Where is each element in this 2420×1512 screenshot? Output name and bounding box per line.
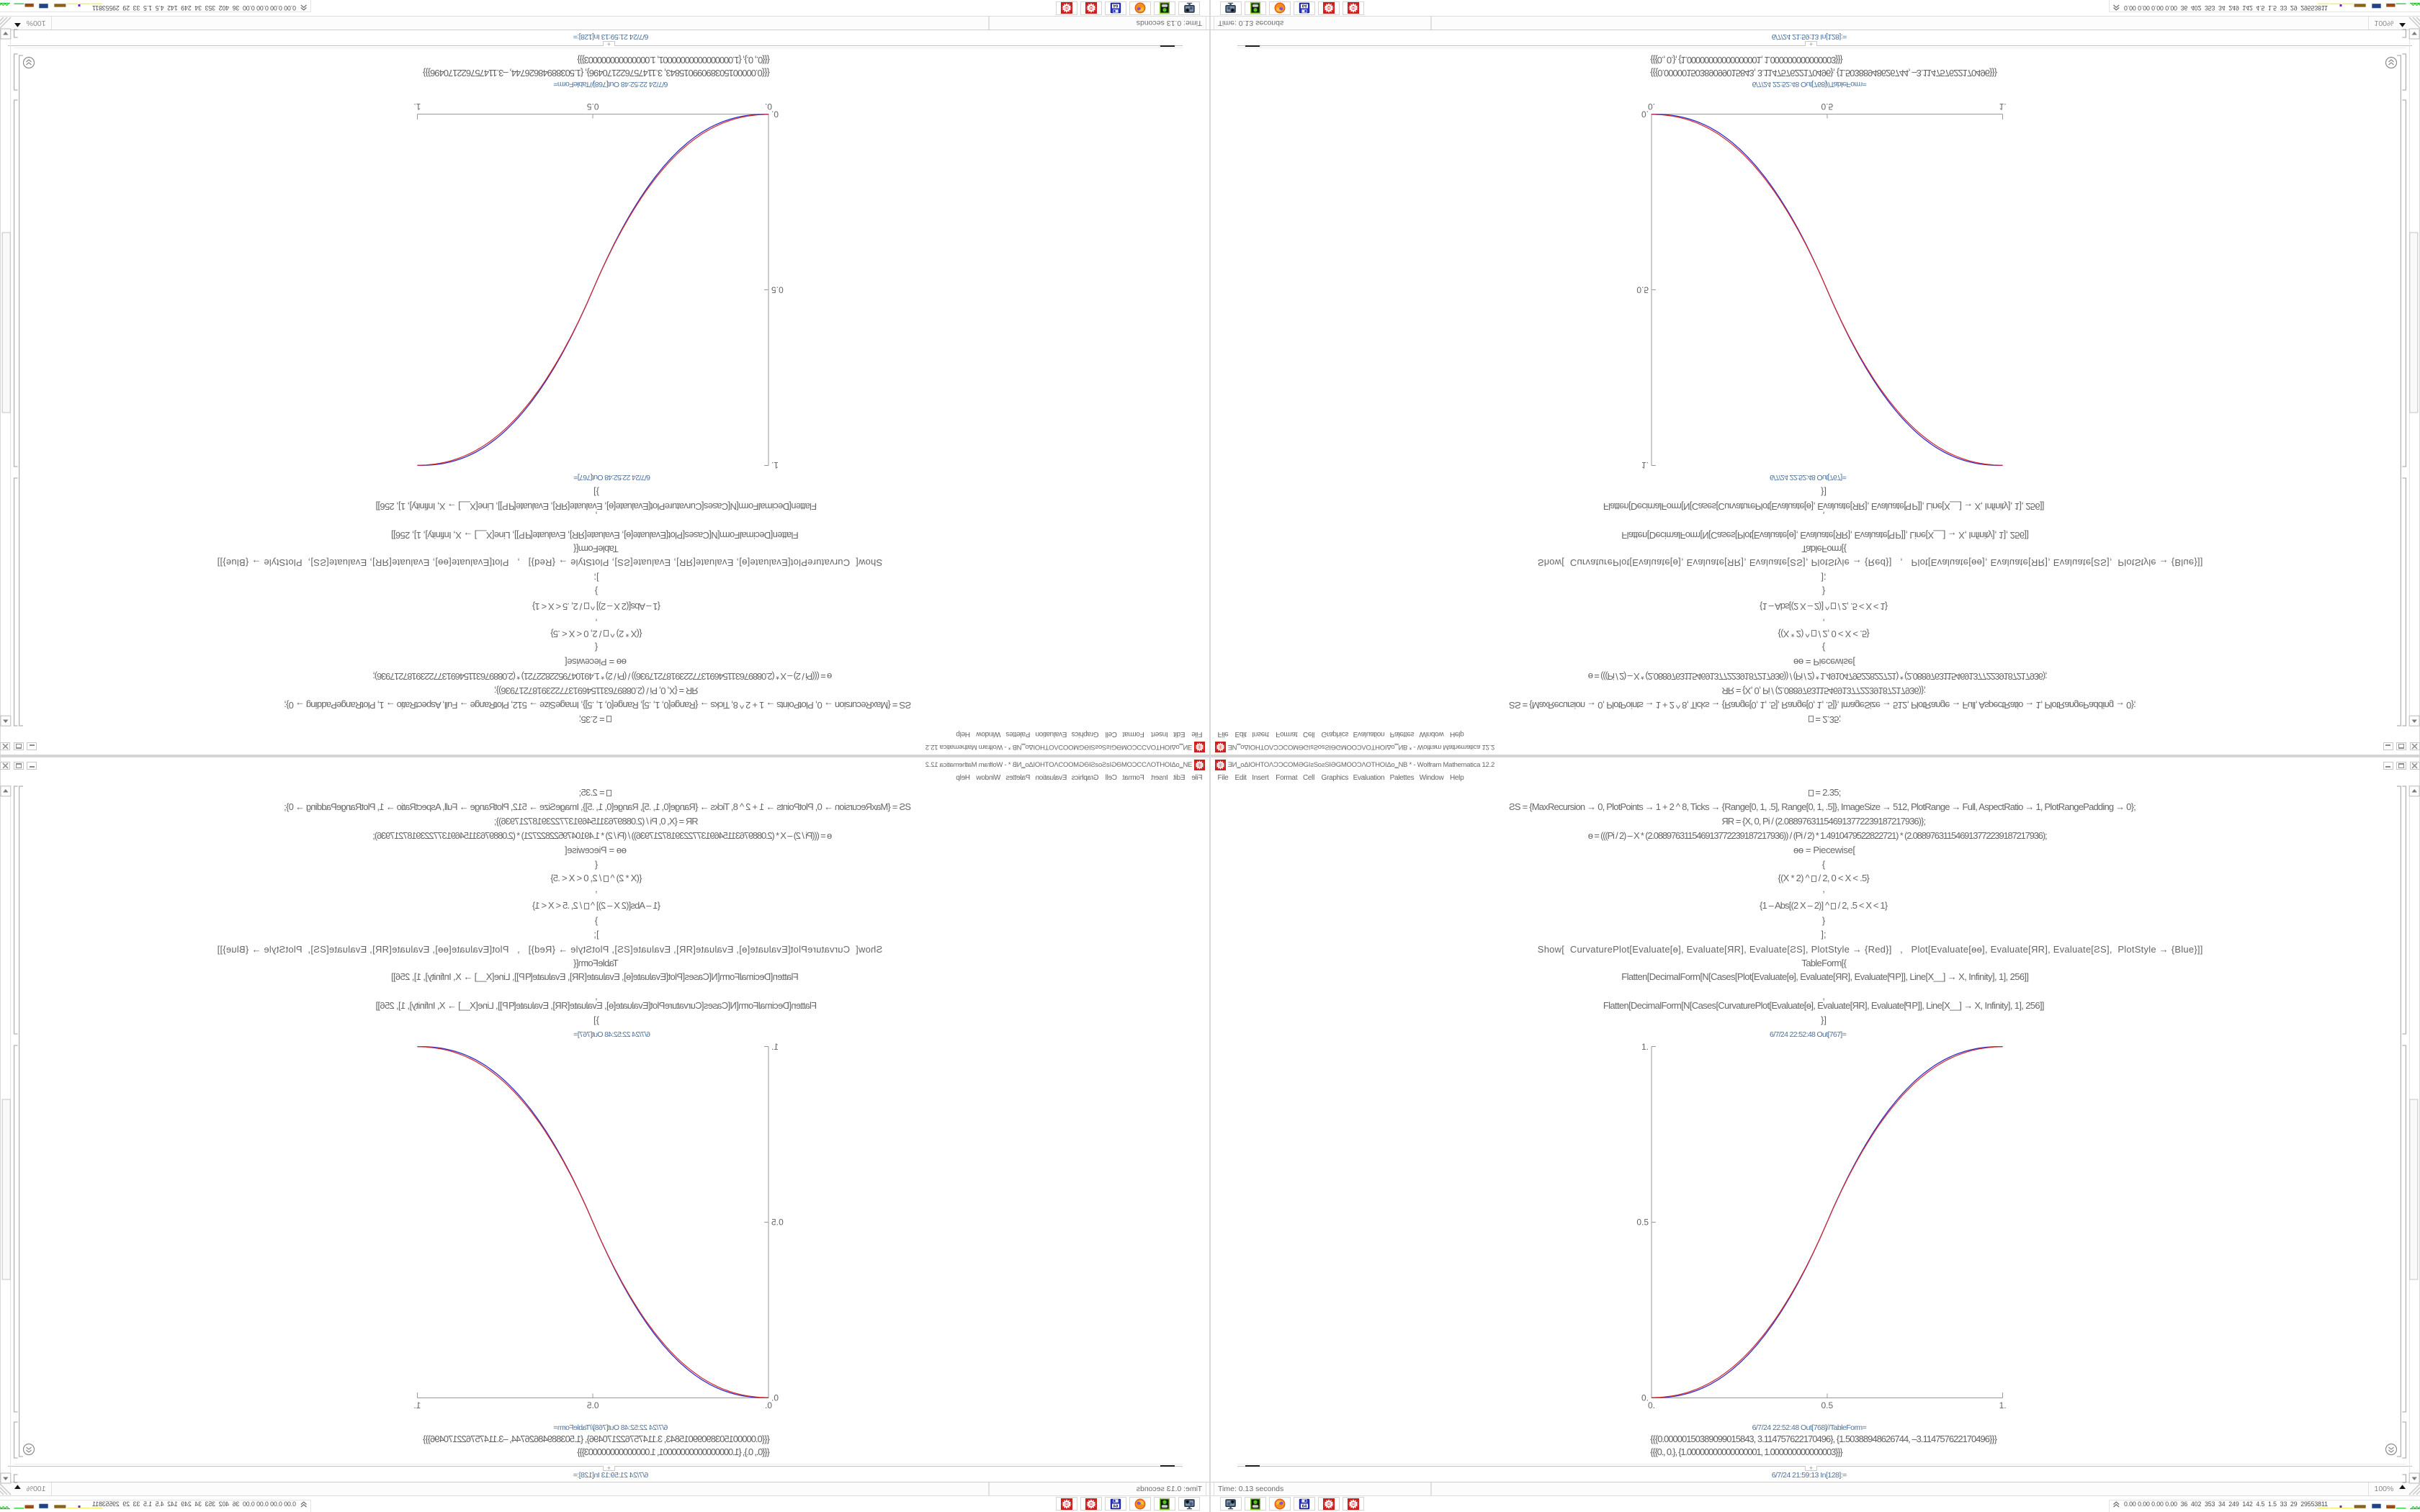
svg-text:64: 64 [1113,1504,1118,1508]
svg-text:1.: 1. [1999,102,2007,112]
svg-text:64: 64 [1302,4,1307,8]
svg-text:1.: 1. [771,1042,779,1052]
svg-text:0.: 0. [765,102,772,112]
svg-text:0.5: 0.5 [1636,285,1649,295]
svg-text:1.: 1. [1999,1400,2007,1410]
svg-text:1.: 1. [413,1400,421,1410]
svg-text:0.5: 0.5 [771,1217,784,1227]
svg-text:0.: 0. [771,109,779,120]
svg-text:1.: 1. [771,460,779,470]
svg-text:64: 64 [1302,1504,1307,1508]
svg-text:0.: 0. [1648,102,1655,112]
svg-text:0.: 0. [1648,1400,1655,1410]
svg-text:0.5: 0.5 [771,285,784,295]
svg-text:0.5: 0.5 [1821,102,1833,112]
svg-text:0.: 0. [1641,109,1649,120]
svg-text:1.: 1. [1641,460,1649,470]
svg-text:0.5: 0.5 [587,102,599,112]
svg-text:0.: 0. [765,1400,772,1410]
svg-text:0.5: 0.5 [587,1400,599,1410]
svg-text:1.: 1. [413,102,421,112]
svg-text:64: 64 [1113,4,1118,8]
svg-text:0.: 0. [1641,1392,1649,1403]
svg-text:1.: 1. [1641,1042,1649,1052]
svg-text:0.5: 0.5 [1636,1217,1649,1227]
svg-text:0.: 0. [771,1392,779,1403]
svg-text:0.5: 0.5 [1821,1400,1833,1410]
